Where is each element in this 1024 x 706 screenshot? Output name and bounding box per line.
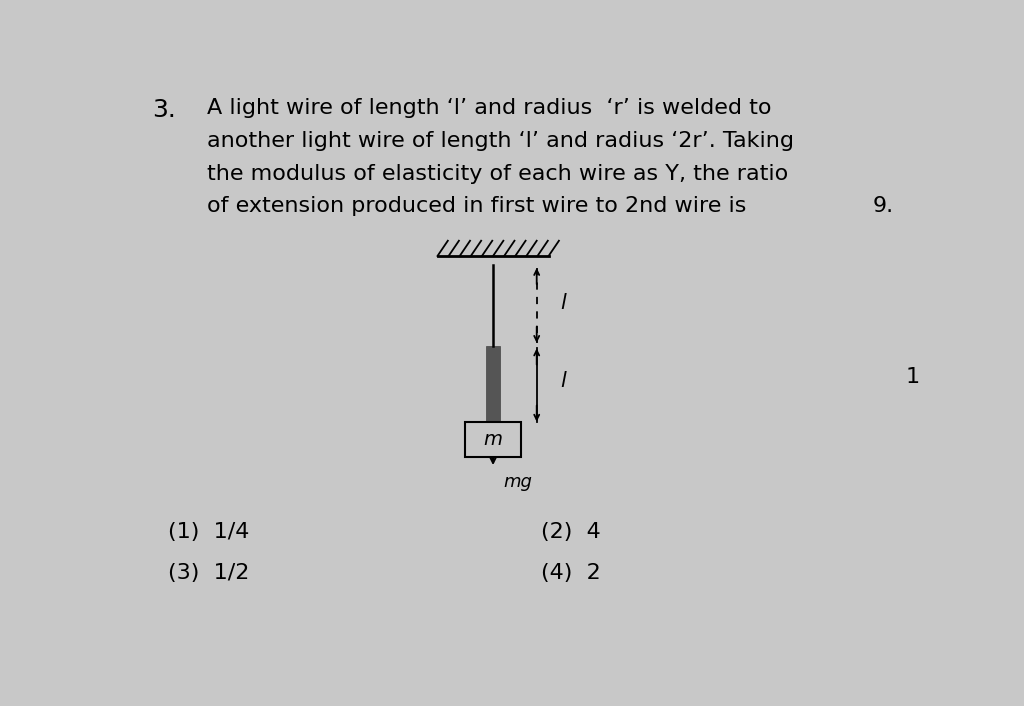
Text: 9.: 9. bbox=[872, 196, 894, 216]
Text: of extension produced in first wire to 2nd wire is: of extension produced in first wire to 2… bbox=[207, 196, 746, 216]
Text: (3)  1/2: (3) 1/2 bbox=[168, 563, 249, 583]
Bar bbox=[465, 421, 521, 457]
Text: another light wire of length ‘l’ and radius ‘2r’. Taking: another light wire of length ‘l’ and rad… bbox=[207, 131, 795, 151]
Text: (4)  2: (4) 2 bbox=[541, 563, 600, 583]
Text: (1)  1/4: (1) 1/4 bbox=[168, 522, 249, 542]
Text: l: l bbox=[560, 371, 566, 391]
Text: the modulus of elasticity of each wire as Y, the ratio: the modulus of elasticity of each wire a… bbox=[207, 164, 788, 184]
Text: 1: 1 bbox=[906, 367, 920, 388]
Text: (2)  4: (2) 4 bbox=[541, 522, 600, 542]
Text: l: l bbox=[560, 293, 566, 313]
Text: 3.: 3. bbox=[152, 98, 176, 122]
Bar bbox=[486, 346, 500, 421]
Text: mg: mg bbox=[504, 474, 532, 491]
Text: A light wire of length ‘l’ and radius  ‘r’ is welded to: A light wire of length ‘l’ and radius ‘r… bbox=[207, 98, 772, 119]
Text: m: m bbox=[483, 430, 503, 449]
